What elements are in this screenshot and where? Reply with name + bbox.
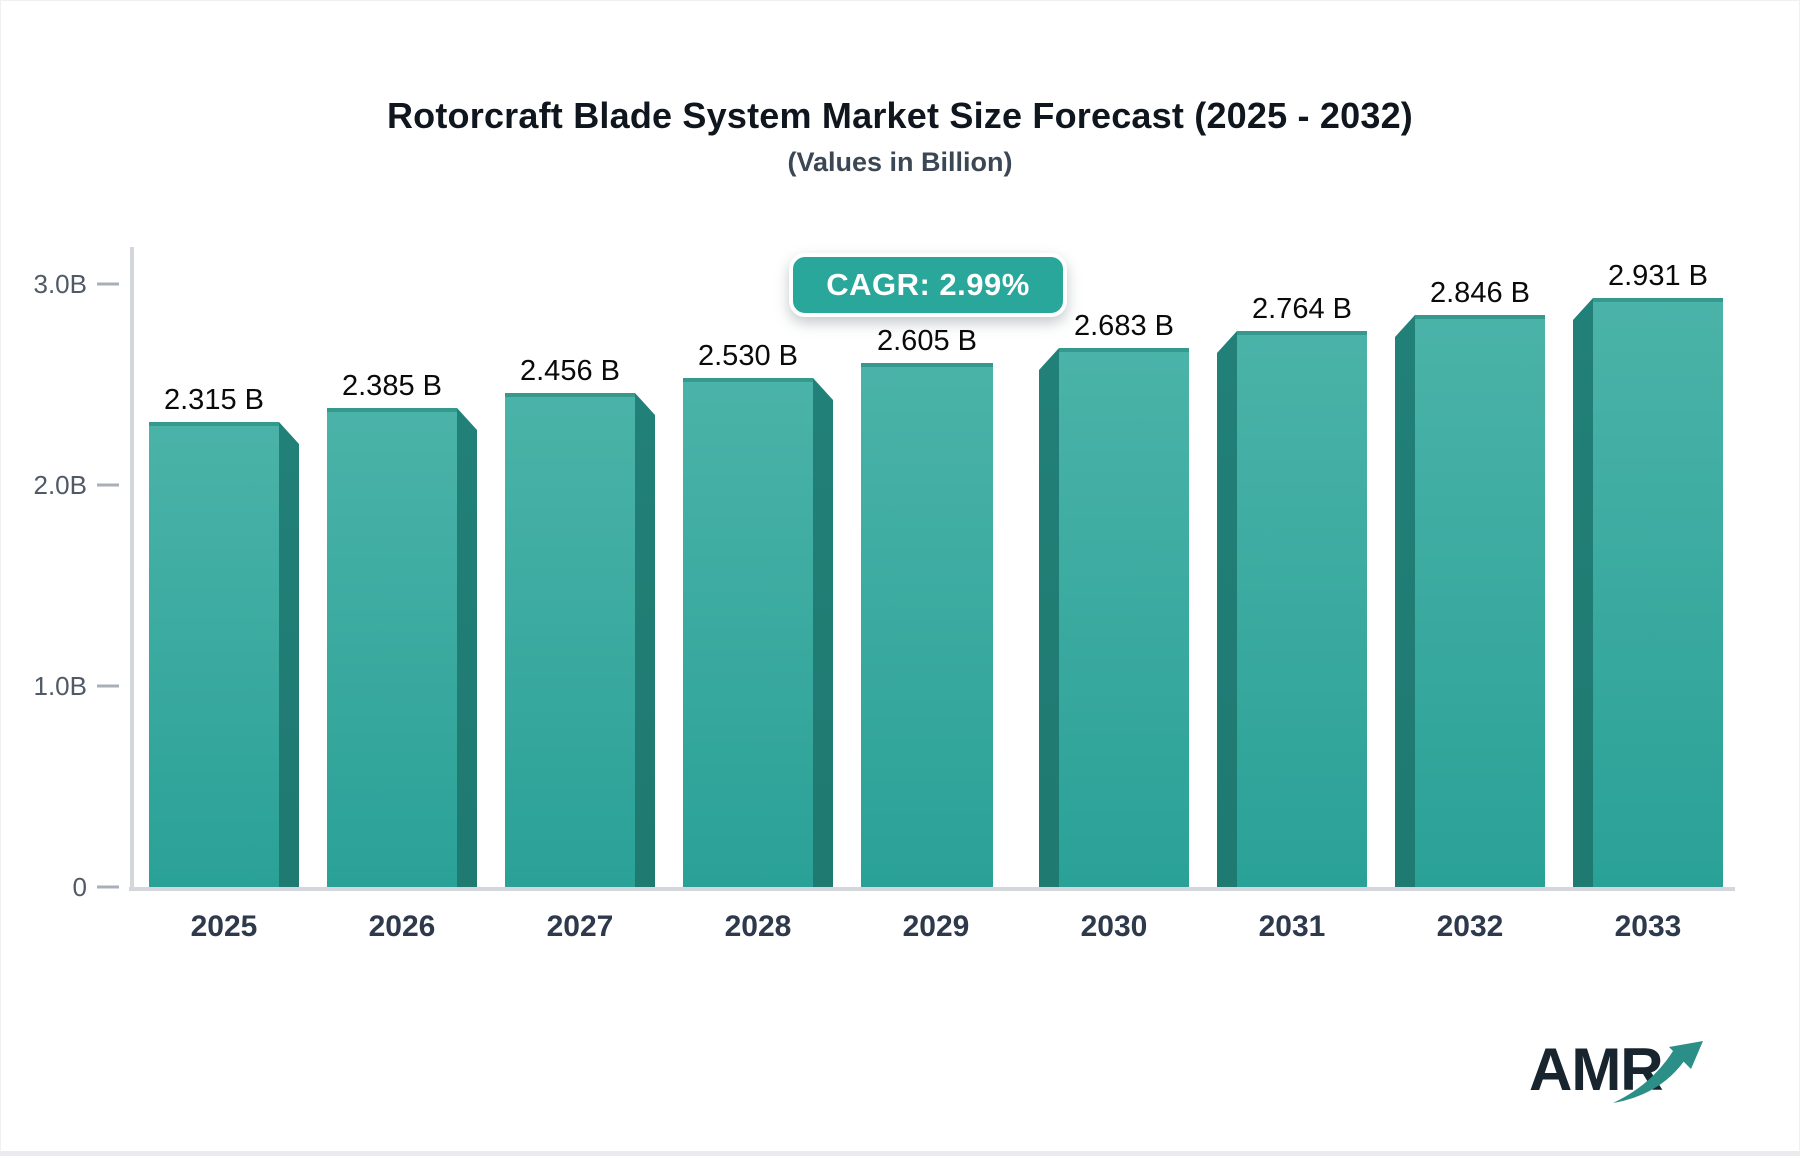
- bar-top-edge: [1593, 298, 1723, 302]
- bar-top-edge: [683, 378, 813, 382]
- bar-2026[interactable]: [327, 408, 457, 887]
- bar-2032[interactable]: [1415, 315, 1545, 887]
- bar-value-label: 2.385 B: [342, 370, 442, 402]
- cagr-badge: CAGR: 2.99%: [789, 253, 1067, 317]
- x-tick-label: 2032: [1437, 910, 1504, 943]
- x-tick-label: 2033: [1615, 910, 1682, 943]
- bar-value-label: 2.530 B: [698, 340, 798, 372]
- y-tick-label: 3.0B: [34, 269, 88, 299]
- bar-top-edge: [1237, 331, 1367, 335]
- bar-value-label: 2.456 B: [520, 355, 620, 387]
- x-tick-label: 2029: [903, 910, 970, 943]
- bar-top-edge: [505, 393, 635, 397]
- x-tick-label: 2027: [547, 910, 614, 943]
- bar-top-edge: [1059, 348, 1189, 352]
- bar-value-label: 2.683 B: [1074, 310, 1174, 342]
- bar-side-face: [813, 378, 833, 887]
- page-title: Rotorcraft Blade System Market Size Fore…: [386, 95, 1414, 136]
- bar-top-edge: [149, 422, 279, 426]
- bar-side-face: [635, 393, 655, 887]
- y-tick-label: 1.0B: [34, 671, 88, 701]
- x-tick-label: 2025: [191, 910, 258, 943]
- bar-value-label: 2.931 B: [1608, 260, 1708, 292]
- bar-2030[interactable]: [1059, 348, 1189, 887]
- bar-top-edge: [861, 363, 993, 367]
- growth-arrow-icon: [1613, 1041, 1703, 1103]
- y-tick-label: 2.0B: [34, 470, 88, 500]
- bar-2028[interactable]: [683, 378, 813, 887]
- bar-side-face: [1039, 348, 1059, 887]
- y-tick-label: 0: [73, 872, 87, 902]
- bar-top-edge: [327, 408, 457, 412]
- bar-value-label: 2.764 B: [1252, 293, 1352, 325]
- bar-2027[interactable]: [505, 393, 635, 887]
- bar-value-label: 2.605 B: [877, 325, 977, 357]
- bar-side-face: [1573, 298, 1593, 887]
- bar-2029[interactable]: [861, 363, 993, 887]
- x-tick-label: 2026: [369, 910, 436, 943]
- cagr-badge-label: CAGR: 2.99%: [826, 267, 1030, 302]
- bar-2031[interactable]: [1237, 331, 1367, 887]
- bar-side-face: [1217, 331, 1237, 887]
- bar-2025[interactable]: [149, 422, 279, 887]
- bar-2033[interactable]: [1593, 298, 1723, 887]
- bar-side-face: [1395, 315, 1415, 887]
- bar-top-edge: [1415, 315, 1545, 319]
- bar-side-face: [279, 422, 299, 887]
- bar-side-face: [457, 408, 477, 887]
- page-subtitle: (Values in Billion): [787, 147, 1013, 177]
- bar-value-label: 2.315 B: [164, 384, 264, 416]
- amr-logo: AMR: [1529, 1035, 1719, 1109]
- x-tick-label: 2030: [1081, 910, 1148, 943]
- x-tick-label: 2031: [1259, 910, 1326, 943]
- bar-value-label: 2.846 B: [1430, 277, 1530, 309]
- x-tick-label: 2028: [725, 910, 792, 943]
